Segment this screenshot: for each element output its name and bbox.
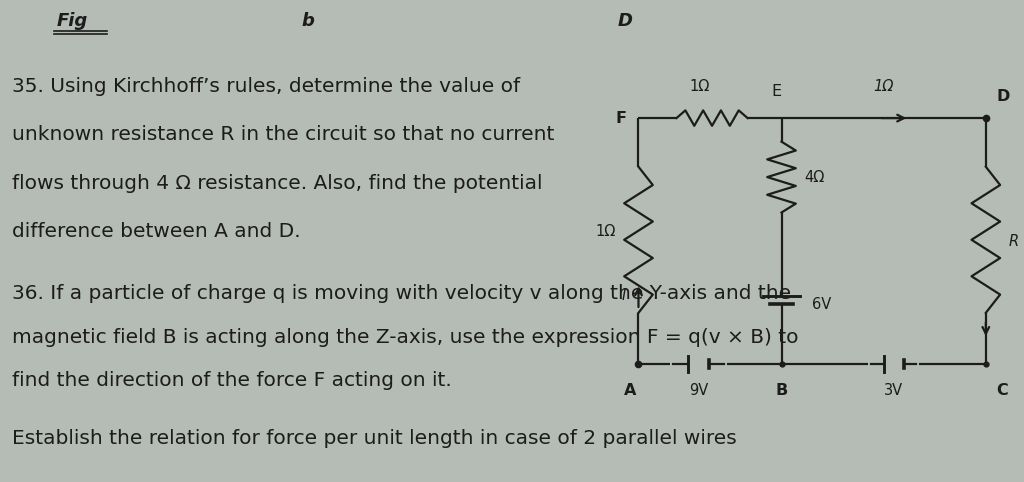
- Text: Fig: Fig: [56, 12, 87, 30]
- Text: 6V: 6V: [812, 297, 831, 312]
- Text: find the direction of the force F acting on it.: find the direction of the force F acting…: [12, 371, 452, 390]
- Text: C: C: [996, 383, 1008, 398]
- Text: 1Ω: 1Ω: [873, 79, 894, 94]
- Text: D: D: [996, 89, 1010, 104]
- Text: A: A: [624, 383, 637, 398]
- Text: I: I: [622, 288, 627, 303]
- Text: F: F: [615, 110, 627, 126]
- Text: 35. Using Kirchhoff’s rules, determine the value of: 35. Using Kirchhoff’s rules, determine t…: [12, 77, 520, 96]
- Text: D: D: [618, 12, 633, 30]
- Text: 36. If a particle of charge q is moving with velocity v along the Y-axis and the: 36. If a particle of charge q is moving …: [12, 284, 792, 303]
- Text: flows through 4 Ω resistance. Also, find the potential: flows through 4 Ω resistance. Also, find…: [12, 174, 543, 192]
- Text: Establish the relation for force per unit length in case of 2 parallel wires: Establish the relation for force per uni…: [12, 429, 737, 448]
- Text: R: R: [1009, 233, 1019, 249]
- Text: 4Ω: 4Ω: [804, 170, 824, 185]
- Text: magnetic field B is acting along the Z-axis, use the expression F = q(v × B) to: magnetic field B is acting along the Z-a…: [12, 328, 799, 347]
- Text: unknown resistance R in the circuit so that no current: unknown resistance R in the circuit so t…: [12, 125, 555, 144]
- Text: difference between A and D.: difference between A and D.: [12, 222, 301, 241]
- Text: b: b: [301, 12, 314, 30]
- Text: E: E: [771, 84, 781, 99]
- Text: B: B: [775, 383, 787, 398]
- Text: 1Ω: 1Ω: [689, 79, 710, 94]
- Text: 3V: 3V: [885, 383, 903, 398]
- Text: 1Ω: 1Ω: [596, 224, 616, 239]
- Text: 9V: 9V: [689, 383, 709, 398]
